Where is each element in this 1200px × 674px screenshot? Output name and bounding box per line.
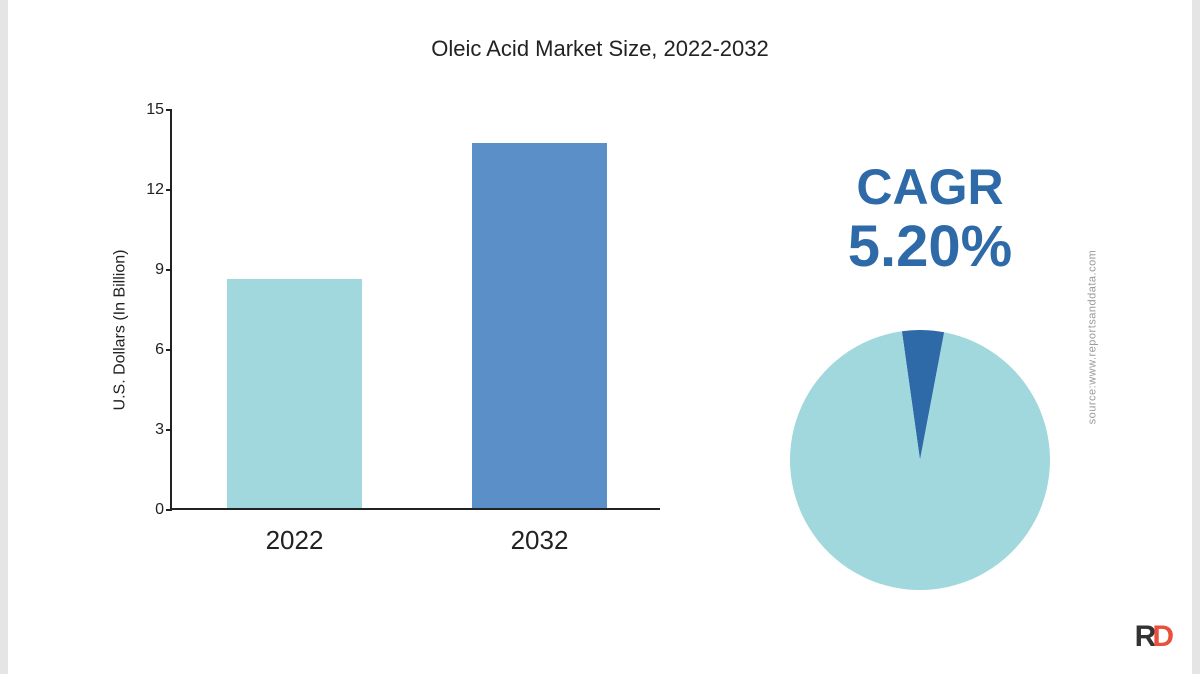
- y-tick-mark: [166, 429, 172, 431]
- bar-chart-plot-area: 0369121520222032: [170, 110, 660, 510]
- brand-logo: RD: [1135, 620, 1170, 654]
- x-category-label: 2022: [266, 525, 324, 556]
- source-attribution: source:www.reportsanddata.com: [1087, 250, 1099, 425]
- y-axis-label: U.S. Dollars (In Billion): [111, 250, 129, 411]
- y-tick-mark: [166, 109, 172, 111]
- logo-r: R: [1135, 620, 1153, 653]
- logo-d: D: [1152, 620, 1170, 653]
- bar-chart: U.S. Dollars (In Billion) 03691215202220…: [130, 110, 660, 550]
- y-tick-label: 15: [132, 101, 164, 119]
- pie-svg: [790, 330, 1050, 590]
- y-tick-label: 12: [132, 181, 164, 199]
- pie-chart: [790, 330, 1050, 590]
- y-tick-label: 6: [132, 341, 164, 359]
- cagr-block: CAGR 5.20%: [750, 160, 1110, 279]
- cagr-label: CAGR: [750, 160, 1110, 215]
- y-tick-mark: [166, 269, 172, 271]
- y-tick-label: 0: [132, 501, 164, 519]
- x-category-label: 2032: [511, 525, 569, 556]
- bar-2032: [472, 143, 607, 508]
- y-tick-mark: [166, 349, 172, 351]
- y-tick-label: 9: [132, 261, 164, 279]
- cagr-value: 5.20%: [750, 215, 1110, 279]
- decoration-strip-left: [0, 0, 8, 674]
- bar-2022: [227, 279, 362, 508]
- y-tick-mark: [166, 509, 172, 511]
- y-tick-mark: [166, 189, 172, 191]
- decoration-strip-right: [1192, 0, 1200, 674]
- chart-title: Oleic Acid Market Size, 2022-2032: [0, 36, 1200, 62]
- y-tick-label: 3: [132, 421, 164, 439]
